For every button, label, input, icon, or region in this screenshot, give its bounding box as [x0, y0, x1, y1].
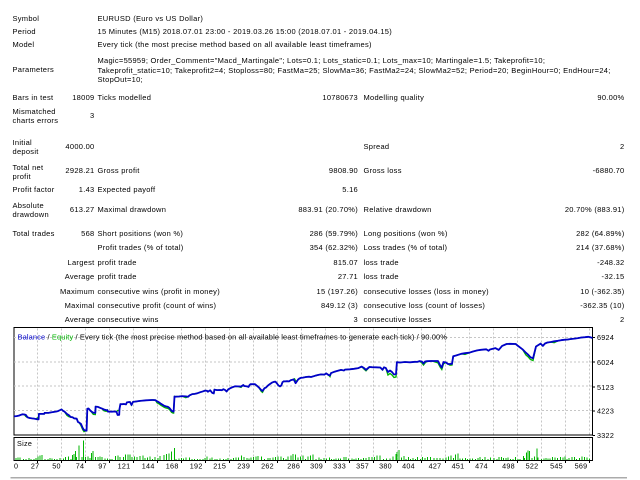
svg-text:Size: Size — [17, 439, 32, 448]
svg-text:569: 569 — [575, 461, 588, 470]
svg-text:121: 121 — [118, 461, 131, 470]
svg-text:262: 262 — [261, 461, 274, 470]
svg-text:427: 427 — [429, 461, 442, 470]
svg-text:545: 545 — [550, 461, 563, 470]
svg-text:3322: 3322 — [597, 431, 614, 440]
svg-text:6024: 6024 — [597, 358, 614, 367]
svg-text:404: 404 — [402, 461, 415, 470]
svg-text:522: 522 — [526, 461, 539, 470]
svg-text:333: 333 — [333, 461, 346, 470]
svg-text:74: 74 — [76, 461, 85, 470]
svg-text:0: 0 — [14, 461, 18, 470]
svg-text:357: 357 — [356, 461, 369, 470]
svg-text:380: 380 — [379, 461, 392, 470]
svg-text:97: 97 — [98, 461, 107, 470]
svg-text:Balance / Equity / Every tick: Balance / Equity / Every tick (the most … — [18, 333, 448, 342]
svg-text:215: 215 — [213, 461, 226, 470]
svg-text:239: 239 — [237, 461, 250, 470]
svg-text:498: 498 — [502, 461, 515, 470]
svg-text:451: 451 — [452, 461, 465, 470]
svg-text:192: 192 — [190, 461, 203, 470]
svg-text:309: 309 — [310, 461, 323, 470]
svg-text:50: 50 — [52, 461, 61, 470]
svg-text:4223: 4223 — [597, 407, 614, 416]
svg-text:5123: 5123 — [597, 383, 614, 392]
svg-text:27: 27 — [31, 461, 40, 470]
svg-text:6924: 6924 — [597, 333, 614, 342]
svg-text:144: 144 — [142, 461, 155, 470]
svg-text:168: 168 — [166, 461, 179, 470]
svg-text:474: 474 — [475, 461, 488, 470]
svg-text:286: 286 — [287, 461, 300, 470]
